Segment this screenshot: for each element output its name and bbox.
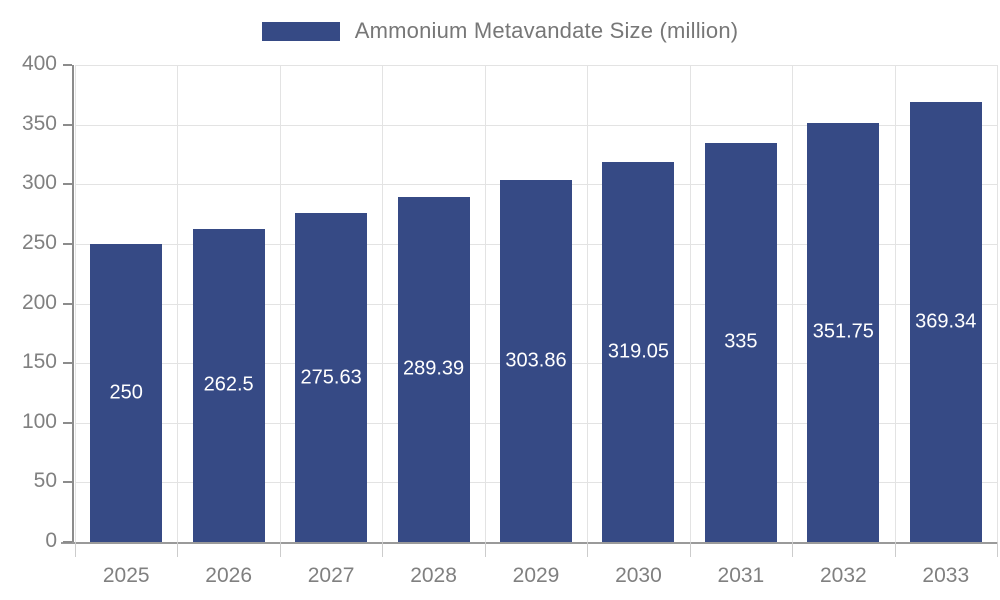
y-axis-tick [63, 64, 72, 66]
y-axis-tick-label: 150 [21, 350, 57, 374]
x-axis-tick [792, 542, 794, 557]
y-axis-tick [63, 421, 72, 424]
x-axis-category-label: 2030 [615, 564, 662, 587]
x-axis-tick [177, 542, 179, 557]
y-axis-tick-label: 0 [45, 529, 57, 552]
y-axis-tick [63, 242, 72, 245]
x-axis-tick [75, 542, 76, 557]
gridline-vertical [177, 65, 179, 542]
bar-value-label: 250 [109, 381, 143, 404]
x-axis-tick [484, 542, 486, 557]
x-axis-category-label: 2026 [205, 564, 253, 587]
bar-value-label: 303.86 [505, 349, 567, 372]
gridline-vertical [75, 65, 76, 542]
y-axis-tick [63, 123, 72, 126]
gridline-vertical [689, 65, 691, 542]
bar-value-label: 335 [724, 330, 758, 353]
x-axis-tick [587, 542, 589, 557]
bar-2026 [192, 228, 265, 542]
plot-area: 0 50 100 150 200 250 300 350 400 250 2025 262.5 202… [22, 52, 998, 587]
bar-value-label: 289.39 [402, 357, 465, 380]
x-axis-line [61, 542, 997, 544]
bar-value-label: 262.5 [203, 373, 254, 396]
gridline-vertical [279, 65, 281, 542]
gridline-vertical [894, 65, 896, 542]
gridline-vertical [997, 65, 998, 542]
y-axis-tick [63, 302, 72, 305]
y-axis-tick-label: 300 [21, 171, 57, 195]
y-axis-tick [63, 183, 72, 186]
bar-value-label: 351.75 [812, 320, 874, 343]
y-axis-tick-label: 50 [33, 469, 57, 493]
bar-2025 [90, 243, 163, 542]
bar-2033 [909, 101, 982, 542]
gridline-vertical [792, 65, 794, 542]
legend-swatch [261, 21, 340, 41]
y-axis-line [72, 65, 74, 542]
y-axis-tick [63, 362, 72, 365]
x-axis-tick [279, 542, 281, 557]
bar-value-label: 275.63 [300, 366, 362, 389]
gridline-horizontal [75, 124, 997, 126]
x-axis-category-label: 2027 [307, 564, 355, 587]
x-axis-category-label: 2032 [819, 564, 867, 587]
bar-2030 [602, 161, 675, 542]
x-axis-category-label: 2028 [410, 564, 457, 587]
bar-2027 [295, 213, 368, 542]
x-axis-tick [382, 542, 384, 557]
y-axis-tick [63, 541, 72, 543]
bar-2029 [500, 179, 572, 542]
x-axis-category-label: 2033 [922, 564, 970, 587]
x-axis-tick [689, 542, 691, 557]
bar-2028 [397, 196, 470, 542]
gridline-horizontal [75, 65, 997, 66]
y-axis-tick-label: 250 [21, 230, 57, 254]
gridline-vertical [484, 65, 486, 542]
bar-2032 [807, 122, 880, 542]
bar-2031 [704, 142, 777, 542]
bar-value-label: 369.34 [915, 310, 977, 333]
x-axis-category-label: 2025 [102, 564, 150, 587]
y-axis-tick-label: 200 [21, 290, 57, 314]
x-axis-tick [997, 542, 998, 557]
legend: Ammonium Metavandate Size (million) [0, 16, 1000, 46]
y-axis-tick-label: 100 [21, 409, 57, 433]
y-axis-tick-label: 400 [21, 52, 57, 75]
x-axis-tick [894, 542, 896, 557]
y-axis-tick [63, 481, 72, 484]
x-axis-category-label: 2031 [717, 564, 765, 587]
gridline-vertical [587, 65, 589, 542]
y-axis-tick-label: 350 [21, 111, 57, 135]
bar-value-label: 319.05 [607, 340, 670, 363]
gridline-vertical [382, 65, 384, 542]
legend-label: Ammonium Metavandate Size (million) [354, 18, 739, 43]
x-axis-category-label: 2029 [512, 564, 560, 587]
